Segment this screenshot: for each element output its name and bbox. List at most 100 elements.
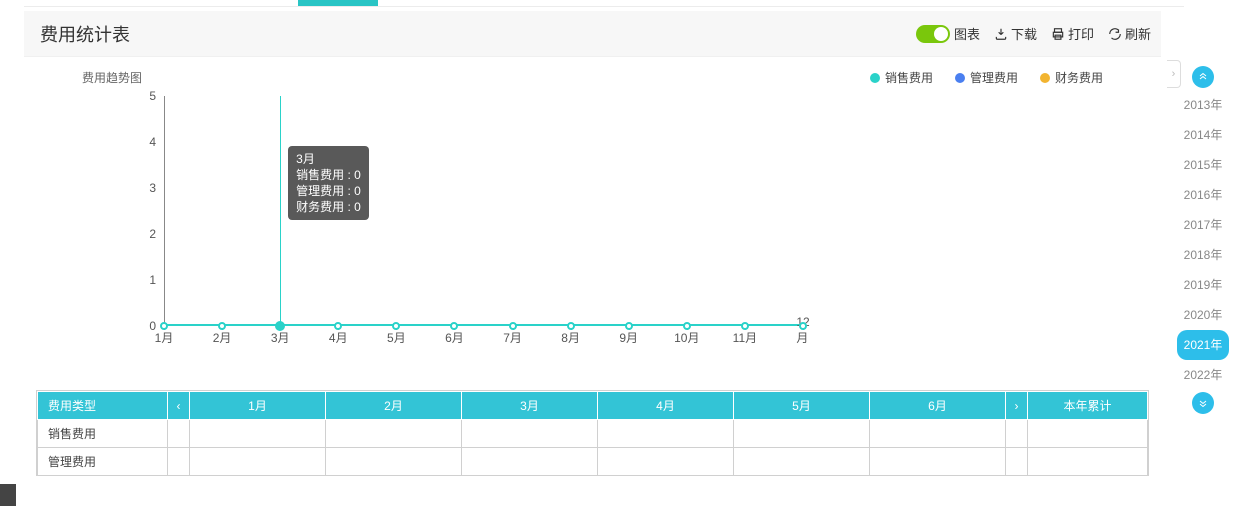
y-tick-label: 5 bbox=[149, 89, 156, 103]
table-header-row: 费用类型‹1月2月3月4月5月6月›本年累计 bbox=[38, 392, 1148, 420]
cell bbox=[734, 448, 870, 476]
cell bbox=[168, 448, 190, 476]
cell bbox=[1006, 420, 1028, 448]
data-point[interactable] bbox=[683, 322, 691, 330]
chart-tooltip: 3月销售费用 : 0管理费用 : 0财务费用 : 0 bbox=[288, 146, 369, 220]
chart-legend: 销售费用 管理费用 财务费用 bbox=[870, 67, 1133, 88]
data-point[interactable] bbox=[450, 322, 458, 330]
year-item[interactable]: 2018年 bbox=[1177, 240, 1229, 270]
cell bbox=[462, 420, 598, 448]
cell bbox=[168, 420, 190, 448]
data-point[interactable] bbox=[218, 322, 226, 330]
table-col-month: 5月 bbox=[734, 392, 870, 420]
legend-item[interactable]: 销售费用 bbox=[870, 67, 933, 88]
year-item[interactable]: 2014年 bbox=[1177, 120, 1229, 150]
year-item[interactable]: 2020年 bbox=[1177, 300, 1229, 330]
chart-plot: 012345 1月2月3月4月5月6月7月8月9月10月11月12月3月销售费用… bbox=[52, 96, 1133, 346]
chevron-up-icon bbox=[1197, 71, 1209, 83]
data-point[interactable] bbox=[799, 322, 807, 330]
print-label: 打印 bbox=[1068, 24, 1094, 43]
year-item[interactable]: 2016年 bbox=[1177, 180, 1229, 210]
data-point[interactable] bbox=[741, 322, 749, 330]
tooltip-row: 销售费用 : 0 bbox=[296, 167, 361, 183]
page-title: 费用统计表 bbox=[40, 21, 130, 47]
year-item[interactable]: 2021年 bbox=[1177, 330, 1229, 360]
crosshair bbox=[280, 96, 281, 326]
crosshair-dot bbox=[275, 321, 285, 331]
cell bbox=[734, 420, 870, 448]
plot-area: 1月2月3月4月5月6月7月8月9月10月11月12月3月销售费用 : 0管理费… bbox=[164, 96, 803, 326]
data-point[interactable] bbox=[334, 322, 342, 330]
y-tick-label: 4 bbox=[149, 135, 156, 149]
left-dock-stub bbox=[0, 484, 16, 506]
table-row: 销售费用 bbox=[38, 420, 1148, 448]
year-scroll-up[interactable] bbox=[1192, 66, 1214, 88]
divider bbox=[24, 6, 1184, 7]
legend-item[interactable]: 财务费用 bbox=[1040, 67, 1103, 88]
x-tick-label: 12月 bbox=[796, 315, 809, 346]
data-point[interactable] bbox=[392, 322, 400, 330]
chevron-right-icon: › bbox=[1172, 68, 1176, 80]
legend-dot-icon bbox=[955, 73, 965, 83]
print-button[interactable]: 打印 bbox=[1051, 24, 1094, 43]
refresh-icon bbox=[1108, 27, 1122, 41]
title-bar: 费用统计表 图表 下载 打印 刷新 bbox=[24, 11, 1161, 57]
chevron-down-icon bbox=[1197, 397, 1209, 409]
legend-item[interactable]: 管理费用 bbox=[955, 67, 1018, 88]
refresh-button[interactable]: 刷新 bbox=[1108, 24, 1151, 43]
year-scroll-down[interactable] bbox=[1192, 392, 1214, 414]
chart-container: 费用趋势图 销售费用管理费用财务费用 012345 1月2月3月4月5月6月7月… bbox=[24, 57, 1161, 350]
table-col-month: 6月 bbox=[870, 392, 1006, 420]
year-item[interactable]: 2015年 bbox=[1177, 150, 1229, 180]
year-rail: 2013年2014年2015年2016年2017年2018年2019年2020年… bbox=[1177, 64, 1229, 416]
cell bbox=[326, 448, 462, 476]
year-item[interactable]: 2022年 bbox=[1177, 360, 1229, 390]
year-item[interactable]: 2017年 bbox=[1177, 210, 1229, 240]
tooltip-title: 3月 bbox=[296, 151, 361, 167]
chart-title: 费用趋势图 bbox=[82, 69, 142, 86]
x-tick-label: 9月 bbox=[619, 329, 638, 346]
y-tick-label: 2 bbox=[149, 227, 156, 241]
x-tick-label: 5月 bbox=[387, 329, 406, 346]
y-axis: 012345 bbox=[52, 96, 162, 326]
y-tick-label: 1 bbox=[149, 273, 156, 287]
cell bbox=[190, 448, 326, 476]
year-item[interactable]: 2013年 bbox=[1177, 90, 1229, 120]
x-tick-label: 1月 bbox=[155, 329, 174, 346]
cell bbox=[598, 448, 734, 476]
x-tick-label: 8月 bbox=[561, 329, 580, 346]
cell bbox=[870, 420, 1006, 448]
cell bbox=[870, 448, 1006, 476]
table-col-month: 4月 bbox=[598, 392, 734, 420]
legend-dot-icon bbox=[870, 73, 880, 83]
download-label: 下载 bbox=[1011, 24, 1037, 43]
expense-table: 费用类型‹1月2月3月4月5月6月›本年累计 销售费用管理费用 bbox=[36, 390, 1149, 476]
data-point[interactable] bbox=[567, 322, 575, 330]
table-next-months[interactable]: › bbox=[1006, 392, 1028, 420]
x-tick-label: 10月 bbox=[674, 329, 699, 346]
print-icon bbox=[1051, 27, 1065, 41]
data-point[interactable] bbox=[160, 322, 168, 330]
table-col-total: 本年累计 bbox=[1028, 392, 1148, 420]
row-type-cell: 销售费用 bbox=[38, 420, 168, 448]
data-point[interactable] bbox=[625, 322, 633, 330]
cell bbox=[190, 420, 326, 448]
table-prev-months[interactable]: ‹ bbox=[168, 392, 190, 420]
x-tick-label: 4月 bbox=[329, 329, 348, 346]
main-panel: 费用统计表 图表 下载 打印 刷新 费用趋势图 销售费用管理费用财务费用 012… bbox=[24, 11, 1161, 514]
tooltip-row: 管理费用 : 0 bbox=[296, 183, 361, 199]
x-tick-label: 3月 bbox=[271, 329, 290, 346]
table-body: 销售费用管理费用 bbox=[38, 420, 1148, 476]
table-col-month: 1月 bbox=[190, 392, 326, 420]
chart-toggle-label: 图表 bbox=[954, 24, 980, 43]
download-button[interactable]: 下载 bbox=[994, 24, 1037, 43]
x-tick-label: 7月 bbox=[503, 329, 522, 346]
data-point[interactable] bbox=[509, 322, 517, 330]
legend-label: 管理费用 bbox=[970, 69, 1018, 86]
year-item[interactable]: 2019年 bbox=[1177, 270, 1229, 300]
y-axis-line bbox=[164, 96, 165, 326]
chart-toggle[interactable] bbox=[916, 25, 950, 43]
x-tick-label: 6月 bbox=[445, 329, 464, 346]
download-icon bbox=[994, 27, 1008, 41]
table-col-month: 3月 bbox=[462, 392, 598, 420]
